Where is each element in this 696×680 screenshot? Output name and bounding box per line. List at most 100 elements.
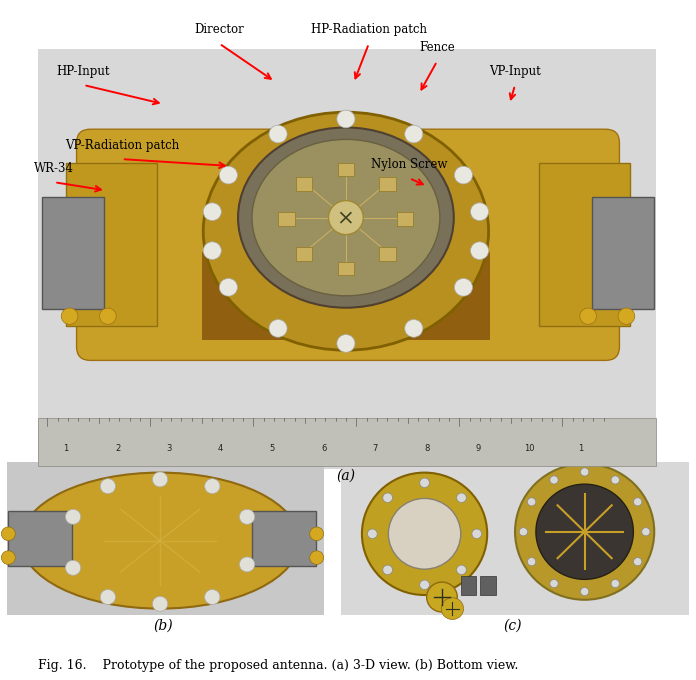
Circle shape — [100, 308, 116, 324]
Circle shape — [470, 242, 489, 260]
Circle shape — [205, 590, 220, 605]
Ellipse shape — [203, 112, 489, 350]
FancyBboxPatch shape — [7, 462, 324, 615]
FancyBboxPatch shape — [77, 129, 619, 360]
FancyBboxPatch shape — [592, 197, 654, 309]
Circle shape — [269, 125, 287, 143]
Circle shape — [100, 590, 116, 605]
Circle shape — [633, 498, 642, 506]
FancyBboxPatch shape — [296, 177, 313, 190]
Circle shape — [611, 476, 619, 484]
Circle shape — [269, 320, 287, 337]
Circle shape — [528, 498, 536, 506]
Text: VP-Input: VP-Input — [489, 65, 541, 78]
Circle shape — [152, 472, 168, 487]
Circle shape — [642, 528, 650, 536]
Text: 2: 2 — [115, 444, 120, 454]
FancyBboxPatch shape — [42, 197, 104, 309]
Circle shape — [219, 279, 237, 296]
Circle shape — [536, 484, 633, 579]
FancyBboxPatch shape — [341, 462, 689, 615]
Text: 4: 4 — [218, 444, 223, 454]
Text: 1: 1 — [578, 444, 584, 454]
Circle shape — [152, 596, 168, 611]
Circle shape — [580, 588, 589, 596]
Circle shape — [515, 464, 654, 600]
FancyBboxPatch shape — [539, 163, 630, 326]
Circle shape — [457, 565, 466, 575]
Circle shape — [61, 308, 78, 324]
Circle shape — [611, 579, 619, 588]
Circle shape — [100, 479, 116, 494]
Circle shape — [420, 478, 429, 488]
Circle shape — [65, 560, 81, 575]
FancyBboxPatch shape — [38, 418, 656, 466]
FancyBboxPatch shape — [338, 163, 354, 176]
Circle shape — [337, 110, 355, 128]
FancyBboxPatch shape — [278, 212, 295, 226]
Circle shape — [618, 308, 635, 324]
Circle shape — [550, 476, 558, 484]
FancyBboxPatch shape — [379, 177, 396, 190]
FancyBboxPatch shape — [38, 49, 656, 469]
Circle shape — [310, 527, 324, 541]
Text: WR-34: WR-34 — [34, 162, 74, 175]
FancyBboxPatch shape — [338, 262, 354, 275]
Text: Director: Director — [194, 23, 244, 37]
Text: 5: 5 — [269, 444, 275, 454]
Circle shape — [454, 279, 473, 296]
Circle shape — [441, 598, 464, 619]
Text: 9: 9 — [475, 444, 481, 454]
Circle shape — [203, 203, 221, 220]
Circle shape — [310, 551, 324, 564]
Text: Fig. 16.    Prototype of the proposed antenna. (a) 3-D view. (b) Bottom view.: Fig. 16. Prototype of the proposed anten… — [38, 658, 519, 672]
Text: HP-Input: HP-Input — [57, 65, 110, 78]
Circle shape — [457, 493, 466, 503]
Text: Nylon Screw: Nylon Screw — [371, 158, 448, 171]
Text: 6: 6 — [321, 444, 326, 454]
Text: (a): (a) — [336, 469, 356, 483]
Circle shape — [420, 580, 429, 590]
Text: VP-Radiation patch: VP-Radiation patch — [65, 139, 179, 152]
FancyBboxPatch shape — [8, 511, 72, 566]
Circle shape — [239, 509, 255, 524]
Circle shape — [205, 479, 220, 494]
Circle shape — [239, 557, 255, 572]
Circle shape — [633, 558, 642, 566]
Circle shape — [580, 468, 589, 476]
FancyBboxPatch shape — [480, 576, 496, 595]
Text: 8: 8 — [424, 444, 429, 454]
Circle shape — [519, 528, 528, 536]
FancyBboxPatch shape — [379, 248, 396, 261]
Circle shape — [383, 493, 393, 503]
Ellipse shape — [21, 473, 299, 609]
Circle shape — [427, 582, 457, 612]
Text: Fence: Fence — [419, 41, 455, 54]
Circle shape — [203, 242, 221, 260]
Circle shape — [472, 529, 482, 539]
Circle shape — [580, 308, 596, 324]
Ellipse shape — [238, 128, 454, 307]
Circle shape — [528, 558, 536, 566]
Text: 3: 3 — [166, 444, 172, 454]
FancyBboxPatch shape — [66, 163, 157, 326]
Circle shape — [550, 579, 558, 588]
Text: 1: 1 — [63, 444, 69, 454]
FancyBboxPatch shape — [202, 252, 490, 340]
Text: 7: 7 — [372, 444, 378, 454]
Text: 10: 10 — [524, 444, 535, 454]
Circle shape — [1, 551, 15, 564]
Circle shape — [388, 498, 461, 569]
Text: HP-Radiation patch: HP-Radiation patch — [311, 23, 427, 37]
Circle shape — [367, 529, 377, 539]
Circle shape — [383, 565, 393, 575]
Ellipse shape — [252, 139, 440, 296]
Circle shape — [405, 125, 423, 143]
Circle shape — [405, 320, 423, 337]
Circle shape — [337, 335, 355, 352]
FancyBboxPatch shape — [461, 576, 476, 595]
Circle shape — [362, 473, 487, 595]
Circle shape — [454, 167, 473, 184]
Text: (b): (b) — [154, 619, 173, 632]
Text: (c): (c) — [504, 619, 522, 632]
